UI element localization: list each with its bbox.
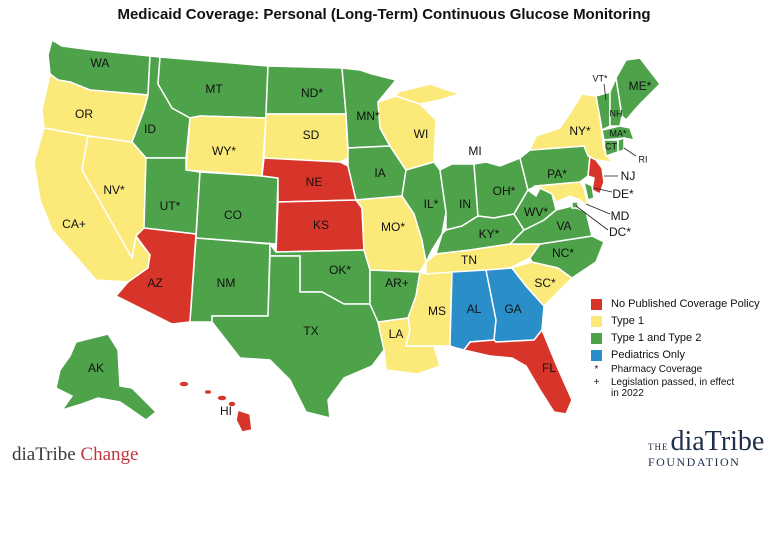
- label-in: IN: [459, 197, 471, 211]
- label-mi: MI: [468, 144, 482, 158]
- label-ut: UT*: [159, 199, 181, 213]
- label-ky: KY*: [478, 227, 500, 241]
- label-al: AL: [466, 302, 482, 316]
- label-nj: NJ: [620, 169, 636, 183]
- label-ar: AR+: [385, 276, 409, 290]
- label-ia: IA: [374, 166, 386, 180]
- logo-suffix: FOUNDATION: [648, 455, 741, 469]
- legend: No Published Coverage Policy Type 1 Type…: [591, 296, 760, 400]
- label-ok: OK*: [328, 263, 352, 277]
- label-mt: MT: [205, 82, 223, 96]
- state-vt[interactable]: [595, 91, 611, 132]
- note-symbol: +: [593, 376, 600, 388]
- logo-accent-text: Change: [80, 444, 139, 465]
- legend-swatch: [591, 349, 602, 361]
- label-oh: OH*: [492, 184, 516, 198]
- label-ny: NY*: [569, 124, 591, 138]
- legend-swatch: [591, 315, 602, 327]
- legend-label: Type 1: [611, 315, 645, 327]
- legend-swatch: [591, 332, 602, 344]
- map-title: Medicaid Coverage: Personal (Long-Term) …: [117, 6, 651, 23]
- state-tx[interactable]: [211, 255, 385, 419]
- state-hi[interactable]: [178, 380, 253, 433]
- label-tx: TX: [303, 324, 319, 338]
- legend-item-pediatrics: Pediatrics Only: [591, 347, 760, 363]
- note-symbol: *: [594, 364, 599, 375]
- legend-note-legislation: + Legislation passed, in effect in 2022: [591, 377, 760, 400]
- label-de: DE*: [612, 187, 634, 201]
- label-sd: SD: [302, 128, 320, 142]
- label-tn: TN: [461, 253, 477, 267]
- legend-label: Pediatrics Only: [611, 349, 685, 361]
- state-nj[interactable]: [587, 155, 605, 196]
- logo-name: diaTribe: [670, 426, 765, 457]
- legend-item-type1and2: Type 1 and Type 2: [591, 330, 760, 346]
- label-wi: WI: [413, 127, 429, 141]
- legend-note-pharmacy: * Pharmacy Coverage: [591, 364, 760, 376]
- label-nh: NH: [609, 108, 623, 119]
- label-sc: SC*: [534, 276, 556, 290]
- label-la: LA: [388, 327, 404, 341]
- state-sd[interactable]: [263, 113, 349, 163]
- legend-label: No Published Coverage Policy: [611, 298, 760, 310]
- label-ak: AK: [87, 361, 105, 375]
- label-nc: NC*: [551, 246, 575, 260]
- label-nd: ND*: [300, 86, 324, 100]
- label-il: IL*: [423, 197, 439, 211]
- state-mi[interactable]: [394, 83, 463, 105]
- label-nv: NV*: [103, 183, 125, 197]
- label-dc: DC*: [608, 225, 632, 239]
- label-pa: PA*: [547, 167, 567, 181]
- note-text: Legislation passed, in effect in 2022: [611, 376, 735, 400]
- state-ri[interactable]: [617, 136, 625, 154]
- note-text: Pharmacy Coverage: [611, 364, 703, 375]
- legend-swatch: [591, 298, 602, 310]
- label-md: MD: [610, 209, 630, 223]
- label-hi: HI: [220, 404, 232, 418]
- state-de[interactable]: [582, 180, 595, 201]
- logo-main-text: diaTribe: [12, 444, 76, 465]
- label-co: CO: [224, 208, 242, 222]
- label-mn: MN*: [356, 109, 380, 123]
- diatribe-foundation-logo: THEdiaTribe FOUNDATION: [648, 426, 765, 470]
- state-il[interactable]: [401, 161, 447, 265]
- label-fl: FL: [541, 361, 557, 375]
- legend-label: Type 1 and Type 2: [611, 332, 702, 344]
- label-ma: MA*: [609, 128, 627, 139]
- label-nm: NM: [216, 276, 236, 290]
- legend-item-none: No Published Coverage Policy: [591, 296, 760, 312]
- legend-item-type1: Type 1: [591, 313, 760, 329]
- label-az: AZ: [147, 276, 163, 290]
- label-or: OR: [75, 107, 93, 121]
- label-ca: CA+: [62, 217, 86, 231]
- label-ks: KS: [312, 218, 330, 232]
- label-ne: NE: [305, 175, 323, 189]
- state-fl[interactable]: [462, 328, 573, 415]
- label-ms: MS: [428, 304, 446, 318]
- label-ri: RI: [638, 154, 648, 165]
- state-tn[interactable]: [425, 243, 542, 275]
- logo-prefix: THE: [648, 442, 669, 452]
- label-ct: CT: [605, 141, 617, 152]
- label-wa: WA: [90, 56, 110, 70]
- state-md[interactable]: [533, 181, 590, 208]
- label-wy: WY*: [212, 144, 236, 158]
- state-ak[interactable]: [55, 333, 158, 421]
- label-ga: GA: [504, 302, 522, 316]
- diatribe-change-logo: diaTribe Change: [12, 444, 139, 466]
- label-mo: MO*: [381, 220, 405, 234]
- label-me: ME*: [628, 79, 652, 93]
- label-id: ID: [144, 122, 156, 136]
- label-vt: VT*: [592, 73, 608, 84]
- label-wv: WV*: [524, 205, 548, 219]
- state-nh[interactable]: [609, 75, 623, 127]
- state-me[interactable]: [615, 57, 661, 122]
- label-va: VA: [556, 219, 572, 233]
